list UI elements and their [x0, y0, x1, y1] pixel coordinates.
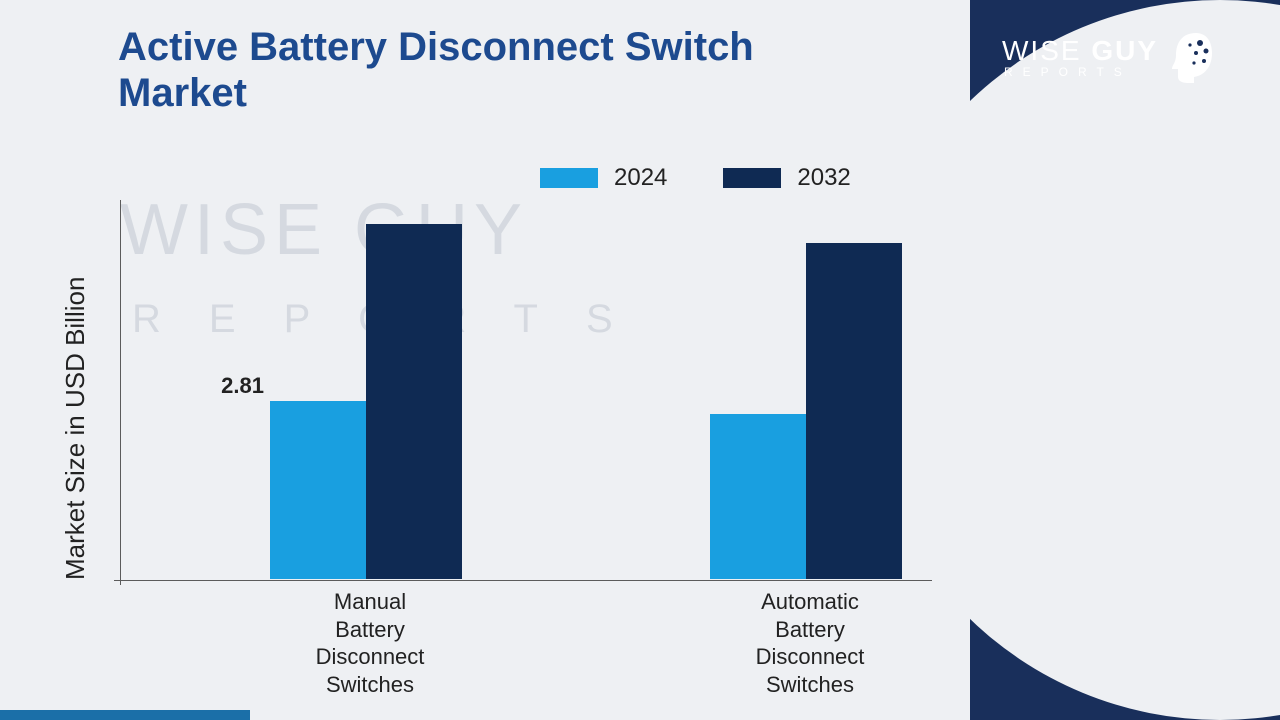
logo-word-1: WISE	[1002, 35, 1082, 66]
category-label-automatic: AutomaticBatteryDisconnectSwitches	[710, 588, 910, 698]
bar-value-manual-2024: 2.81	[214, 373, 264, 399]
x-axis-line	[120, 580, 932, 581]
y-axis-label: Market Size in USD Billion	[60, 277, 91, 580]
legend-swatch-2024	[540, 168, 598, 188]
category-label-manual: ManualBatteryDisconnectSwitches	[270, 588, 470, 698]
logo-word-2: GUY	[1091, 35, 1158, 66]
y-axis-line	[120, 200, 121, 585]
bar-automatic-2024	[710, 414, 806, 579]
legend-label-2024: 2024	[614, 164, 667, 192]
legend-label-2032: 2032	[797, 164, 850, 192]
legend-item-2032: 2032	[723, 164, 850, 192]
y-tick	[114, 580, 120, 581]
plot-area: 2.81 ManualBatteryDisconnectSwitches Aut…	[120, 200, 940, 580]
chart-title: Active Battery Disconnect Switch Market	[118, 24, 858, 116]
legend-item-2024: 2024	[540, 164, 667, 192]
logo-line2: REPORTS	[1002, 65, 1132, 79]
brand-logo: WISE GUY REPORTS	[1002, 22, 1252, 92]
logo-line1: WISE GUY	[1002, 35, 1158, 67]
legend: 2024 2032	[540, 164, 851, 192]
bar-automatic-2032	[806, 243, 902, 579]
logo-head-icon	[1166, 29, 1222, 85]
bar-manual-2032	[366, 224, 462, 579]
bar-manual-2024	[270, 401, 366, 579]
report-graphic: WISE GUY REPORTS WISE GUY REPORTS Active…	[0, 0, 1280, 720]
legend-swatch-2032	[723, 168, 781, 188]
logo-text: WISE GUY REPORTS	[1002, 35, 1158, 79]
bottom-accent-bar	[0, 710, 250, 720]
